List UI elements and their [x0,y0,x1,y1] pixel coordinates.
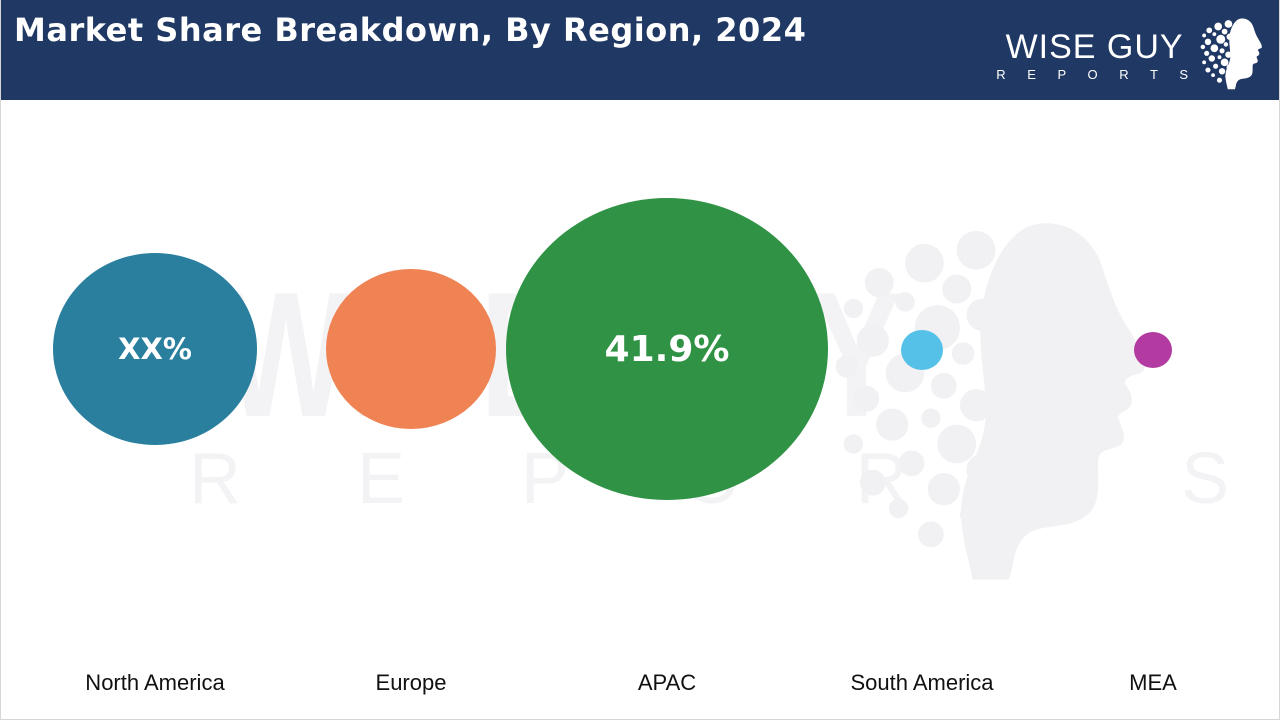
category-label-layer: North America Europe APAC South America MEA [1,100,1279,719]
watermark-head-icon [835,223,1145,580]
bubble-value-label-apac: 41.9% [604,328,730,370]
bubble-value-label-north-america: XX% [118,332,192,366]
brand-subtitle: R E P O R T S [996,67,1197,82]
bubble-north-america: XX% [53,253,257,445]
brand-name: WISE GUY [1005,28,1184,66]
category-label-apac: APAC [637,670,697,695]
bubble-south-america [901,330,943,370]
bubble-chart: WISE GUY R E P O R T S XX%41.9% North Am… [1,100,1279,719]
page-title: Market Share Breakdown, By Region, 2024 [14,11,807,49]
header-bar: Market Share Breakdown, By Region, 2024 … [1,0,1279,100]
category-label-north-america: North America [85,670,225,695]
brand-logo: WISE GUY R E P O R T S [992,0,1279,100]
category-label-mea: MEA [1129,670,1177,695]
brand-wordmark: WISE GUY R E P O R T S [992,30,1197,82]
category-label-europe: Europe [375,670,447,695]
wise-guy-head-icon [1200,18,1262,90]
bubble-europe [326,269,496,429]
bubble-layer: XX% 41.9% [1,100,1279,719]
category-label-south-america: South America [850,670,994,695]
bubble-mea [1134,332,1172,368]
bubble-apac: 41.9% [506,198,828,500]
